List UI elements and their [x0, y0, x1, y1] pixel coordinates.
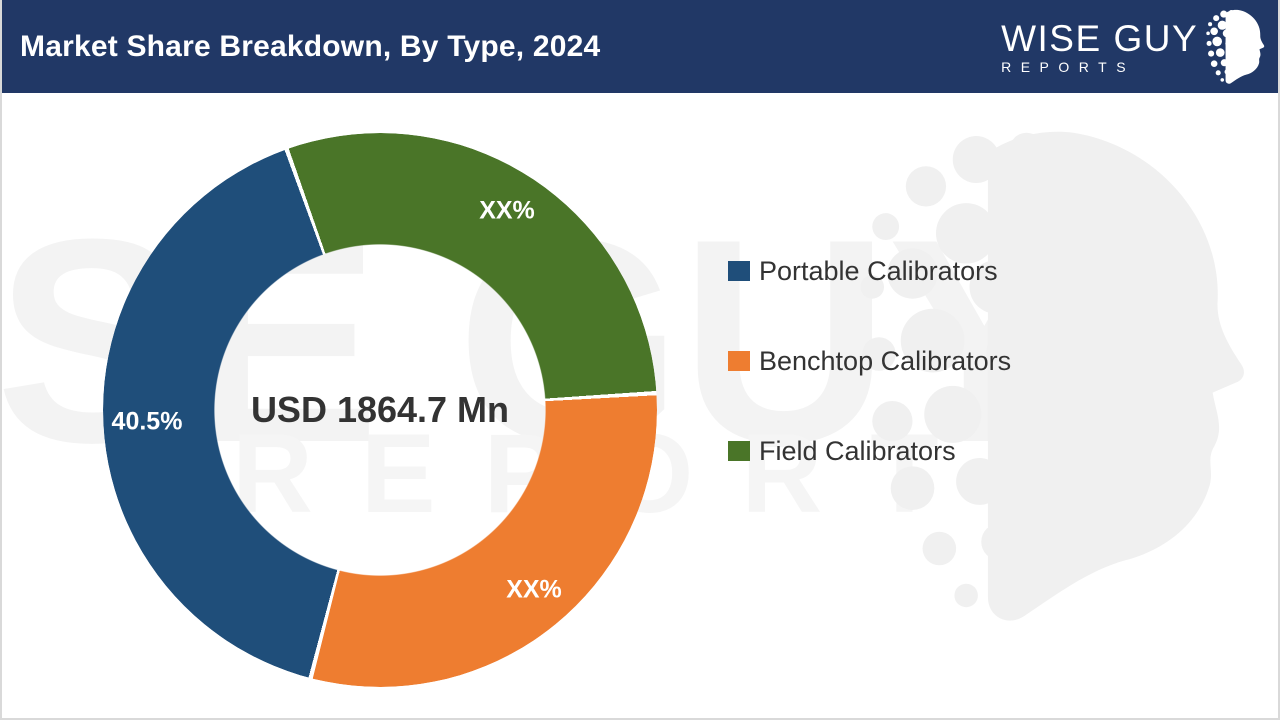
- donut-ring: [103, 133, 657, 687]
- legend-swatch-icon: [728, 441, 750, 461]
- legend-label: Field Calibrators: [759, 435, 956, 466]
- legend-label: Portable Calibrators: [759, 255, 998, 286]
- legend-swatch-icon: [728, 351, 750, 371]
- slice-label-benchtop-calibrators: XX%: [506, 575, 562, 604]
- header-bar: Market Share Breakdown, By Type, 2024 WI…: [0, 0, 1280, 93]
- legend-item-benchtop-calibrators: Benchtop Calibrators: [728, 347, 1011, 375]
- legend: Portable Calibrators Benchtop Calibrator…: [728, 257, 1011, 465]
- page-title: Market Share Breakdown, By Type, 2024: [20, 29, 601, 63]
- logo-brand-subtitle: REPORTS: [1001, 59, 1136, 75]
- wiseguy-logo: WISE GUY REPORTS: [1001, 6, 1268, 88]
- donut-chart: 40.5% XX% XX% USD 1864.7 Mn: [103, 133, 657, 687]
- wiseguy-face-icon: [1206, 9, 1265, 84]
- legend-label: Benchtop Calibrators: [759, 345, 1012, 376]
- slice-label-portable-calibrators: 40.5%: [111, 407, 183, 436]
- legend-item-field-calibrators: Field Calibrators: [728, 437, 1011, 465]
- legend-swatch-icon: [728, 261, 750, 281]
- legend-item-portable-calibrators: Portable Calibrators: [728, 257, 1011, 285]
- slice-label-field-calibrators: XX%: [479, 196, 535, 225]
- logo-brand-name: WISE GUY: [1001, 18, 1199, 59]
- wiseguy-logo-text: WISE GUY REPORTS: [1001, 20, 1198, 74]
